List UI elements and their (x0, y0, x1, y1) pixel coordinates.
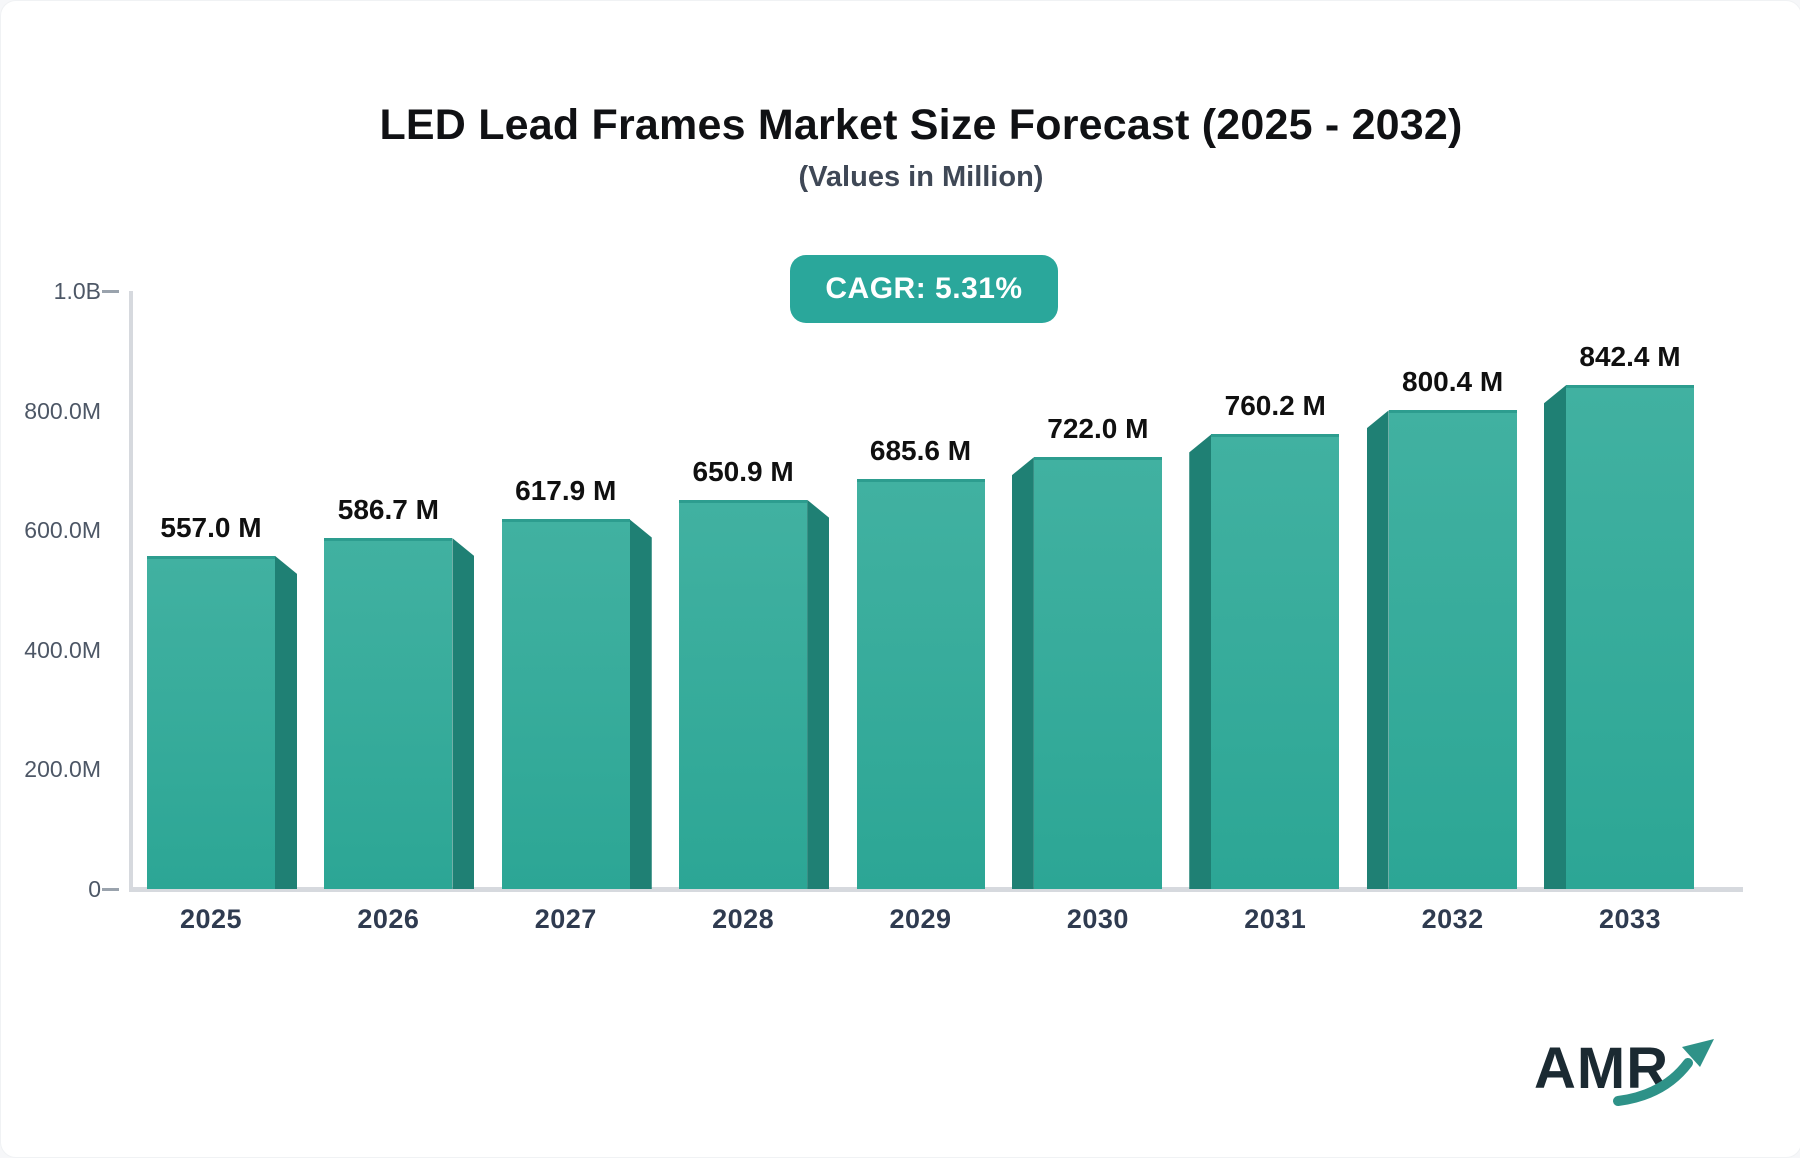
bar-2032-3d-side (1366, 410, 1389, 889)
y-axis-tick-label: 1.0B (53, 278, 101, 304)
x-axis-label-2032: 2032 (1421, 904, 1484, 934)
bar-value-label: 760.2 M (1224, 390, 1326, 422)
x-axis-label-2027: 2027 (534, 904, 597, 934)
y-axis-tick-mark (102, 888, 119, 891)
bar-2028 (679, 499, 808, 889)
bar-value-label: 685.6 M (869, 435, 972, 466)
bar-2028-3d-side (807, 499, 830, 889)
bar-value-label: 842.4 M (1579, 341, 1681, 373)
x-axis-line (129, 887, 1743, 892)
bar-2033 (1566, 385, 1694, 889)
bar-2030 (1033, 457, 1162, 889)
bar-2031 (1211, 434, 1340, 889)
growth-arrow-icon (1613, 1039, 1714, 1106)
cagr-badge: CAGR: 5.31% (790, 255, 1058, 323)
bar-2025-3d-side (275, 555, 297, 889)
x-axis-label-2026: 2026 (357, 904, 420, 934)
x-axis-label-2025: 2025 (179, 904, 243, 934)
bar-2027-3d-side (629, 519, 652, 889)
bar-value-label: 557.0 M (160, 511, 262, 543)
bar-2033-3d-side (1544, 385, 1566, 889)
bar-value-label: 617.9 M (515, 475, 617, 507)
y-axis-tick-label: 600.0M (24, 517, 101, 544)
chart-subtitle: (Values in Million) (798, 161, 1044, 193)
bar-2025 (147, 555, 275, 889)
chart-title: LED Lead Frames Market Size Forecast (20… (379, 101, 1463, 149)
y-axis-tick-mark (102, 290, 119, 293)
bar-value-label: 800.4 M (1402, 366, 1504, 398)
bar-value-label: 586.7 M (337, 494, 439, 526)
bar-2029 (856, 479, 985, 889)
bar-2026-3d-side (452, 538, 475, 889)
y-axis-line (129, 291, 133, 889)
bar-2027 (501, 519, 630, 889)
bar-2032 (1388, 410, 1517, 889)
x-axis-label-2031: 2031 (1244, 904, 1307, 934)
bar-2026 (324, 538, 453, 889)
bar-value-label: 650.9 M (692, 455, 794, 487)
y-axis-tick-label: 0 (88, 876, 101, 902)
bar-value-label: 722.0 M (1047, 413, 1149, 445)
x-axis-label-2028: 2028 (712, 904, 775, 934)
amr-logo: AMR (1516, 1021, 1746, 1131)
x-axis-label-2030: 2030 (1066, 904, 1129, 934)
y-axis-tick-label: 400.0M (24, 636, 101, 663)
x-axis-label-2033: 2033 (1598, 904, 1662, 934)
y-axis-tick-label: 800.0M (24, 397, 101, 424)
x-axis-label-2029: 2029 (889, 904, 952, 934)
bar-2030-3d-side (1011, 457, 1034, 889)
bar-2031-3d-side (1189, 434, 1212, 889)
y-axis-tick-label: 200.0M (24, 756, 101, 783)
